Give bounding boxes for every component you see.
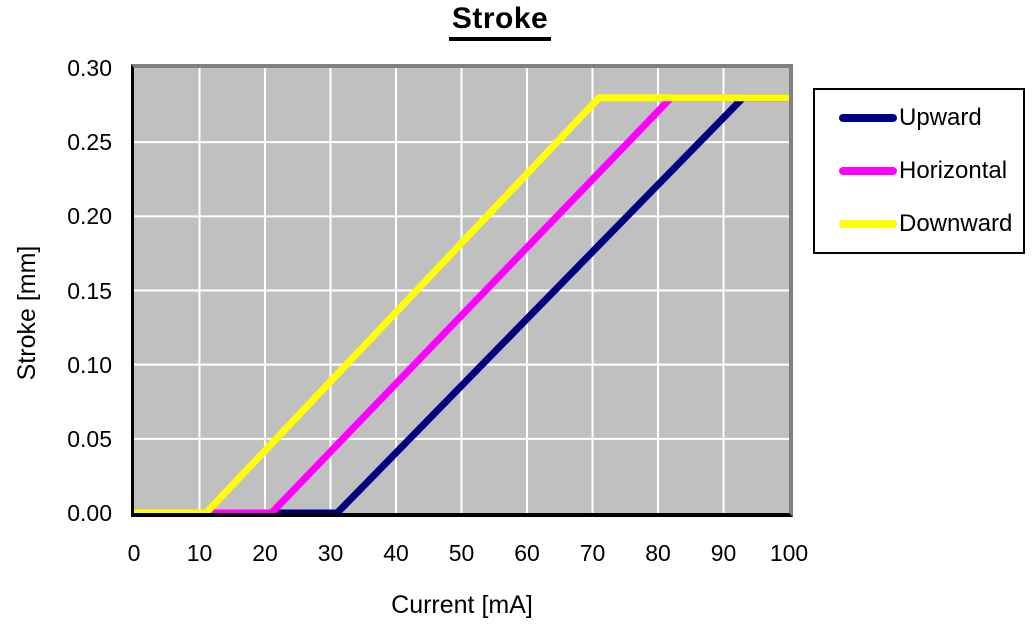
x-tick-label: 40 xyxy=(383,540,409,566)
x-tick-label: 0 xyxy=(127,540,141,566)
legend-item-upward: Upward xyxy=(839,103,1023,133)
x-tick-label: 30 xyxy=(317,540,344,566)
x-axis-title: Current [mA] xyxy=(391,591,533,619)
x-tick-label: 90 xyxy=(710,540,737,566)
legend-swatch-horizontal xyxy=(839,166,897,175)
y-tick-label: 0.30 xyxy=(67,55,112,81)
y-tick-label: 0.10 xyxy=(67,351,112,378)
x-tick-label: 80 xyxy=(645,540,671,566)
x-tick-label: 50 xyxy=(448,540,475,566)
plot-canvas xyxy=(134,68,789,513)
x-tick-label: 20 xyxy=(252,540,278,566)
legend-swatch-upward xyxy=(839,114,897,123)
x-tick-label: 70 xyxy=(579,540,606,566)
series-line-downward xyxy=(134,94,789,513)
plot-area xyxy=(131,64,793,517)
y-tick-label: 0.00 xyxy=(67,500,112,526)
y-tick-label: 0.20 xyxy=(67,203,112,230)
y-tick-label: 0.05 xyxy=(67,425,112,452)
legend: Upward Horizontal Downward xyxy=(813,88,1025,254)
chart-title-wrap: Stroke xyxy=(0,2,1000,41)
x-tick-label: 100 xyxy=(769,540,809,566)
legend-item-horizontal: Horizontal xyxy=(839,156,1023,186)
legend-label-horizontal: Horizontal xyxy=(899,156,1008,184)
legend-swatch-downward xyxy=(839,219,897,228)
chart-title: Stroke xyxy=(448,2,552,41)
y-tick-label: 0.15 xyxy=(67,277,112,304)
x-tick-label: 10 xyxy=(186,540,213,566)
x-tick-label: 60 xyxy=(514,540,540,566)
y-tick-label: 0.25 xyxy=(67,129,112,156)
legend-label-downward: Downward xyxy=(899,209,1013,237)
y-axis-title: Stroke [mm] xyxy=(13,245,41,381)
legend-label-upward: Upward xyxy=(899,104,982,132)
legend-item-downward: Downward xyxy=(839,209,1023,239)
